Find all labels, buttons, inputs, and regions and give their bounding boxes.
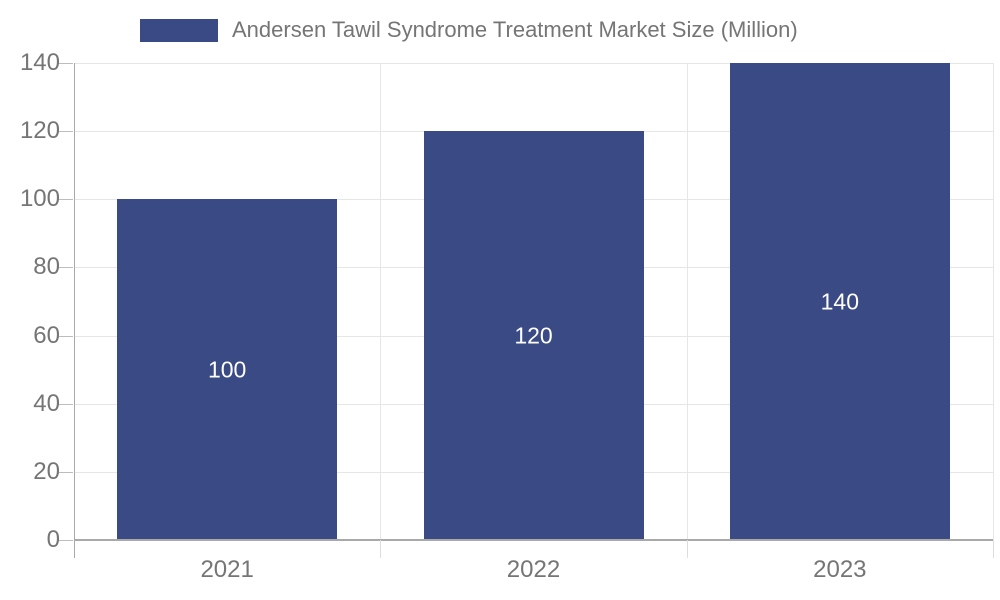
v-gridline-1 (380, 63, 382, 540)
y-tick-mark-140 (59, 63, 73, 64)
legend[interactable]: Andersen Tawil Syndrome Treatment Market… (140, 8, 798, 52)
legend-label: Andersen Tawil Syndrome Treatment Market… (232, 17, 798, 42)
y-tick-mark-80 (59, 267, 73, 269)
x-boundary-tick-1 (380, 540, 382, 558)
x-tick-label-2021: 2021 (200, 556, 254, 583)
v-gridline-2 (686, 63, 688, 540)
bar-2023[interactable] (730, 63, 950, 540)
bar-value-label-2022: 120 (514, 322, 553, 349)
y-tick-label-100: 100 (19, 185, 60, 213)
x-boundary-tick-3 (993, 540, 994, 558)
y-tick-mark-20 (59, 471, 73, 473)
y-tick-label-20: 20 (33, 457, 60, 485)
y-tick-label-140: 140 (19, 49, 60, 76)
bar-2021[interactable] (117, 199, 337, 540)
x-tick-label-2022: 2022 (506, 556, 561, 583)
y-tick-label-40: 40 (33, 389, 60, 417)
y-axis-line (74, 63, 75, 558)
bar-value-label-2023: 140 (820, 288, 860, 314)
y-tick-mark-60 (59, 335, 73, 337)
plot-area: 100 120 140 (74, 63, 994, 540)
bar-value-label-2021: 100 (207, 356, 247, 383)
legend-swatch (140, 18, 218, 42)
y-tick-label-120: 120 (19, 117, 60, 145)
y-tick-label-0: 0 (46, 526, 60, 553)
y-tick-mark-100 (59, 199, 73, 201)
y-tick-mark-40 (59, 403, 73, 405)
h-gridline-140 (74, 63, 993, 64)
x-tick-label-2023: 2023 (813, 556, 867, 583)
y-tick-mark-120 (59, 131, 73, 133)
y-tick-label-60: 60 (33, 321, 60, 349)
v-gridline-3 (993, 63, 994, 540)
x-axis-line (74, 539, 993, 541)
x-boundary-tick-2 (686, 540, 688, 558)
y-tick-label-80: 80 (33, 253, 60, 281)
y-tick-mark-0 (59, 540, 73, 541)
bar-2022[interactable] (424, 131, 644, 540)
